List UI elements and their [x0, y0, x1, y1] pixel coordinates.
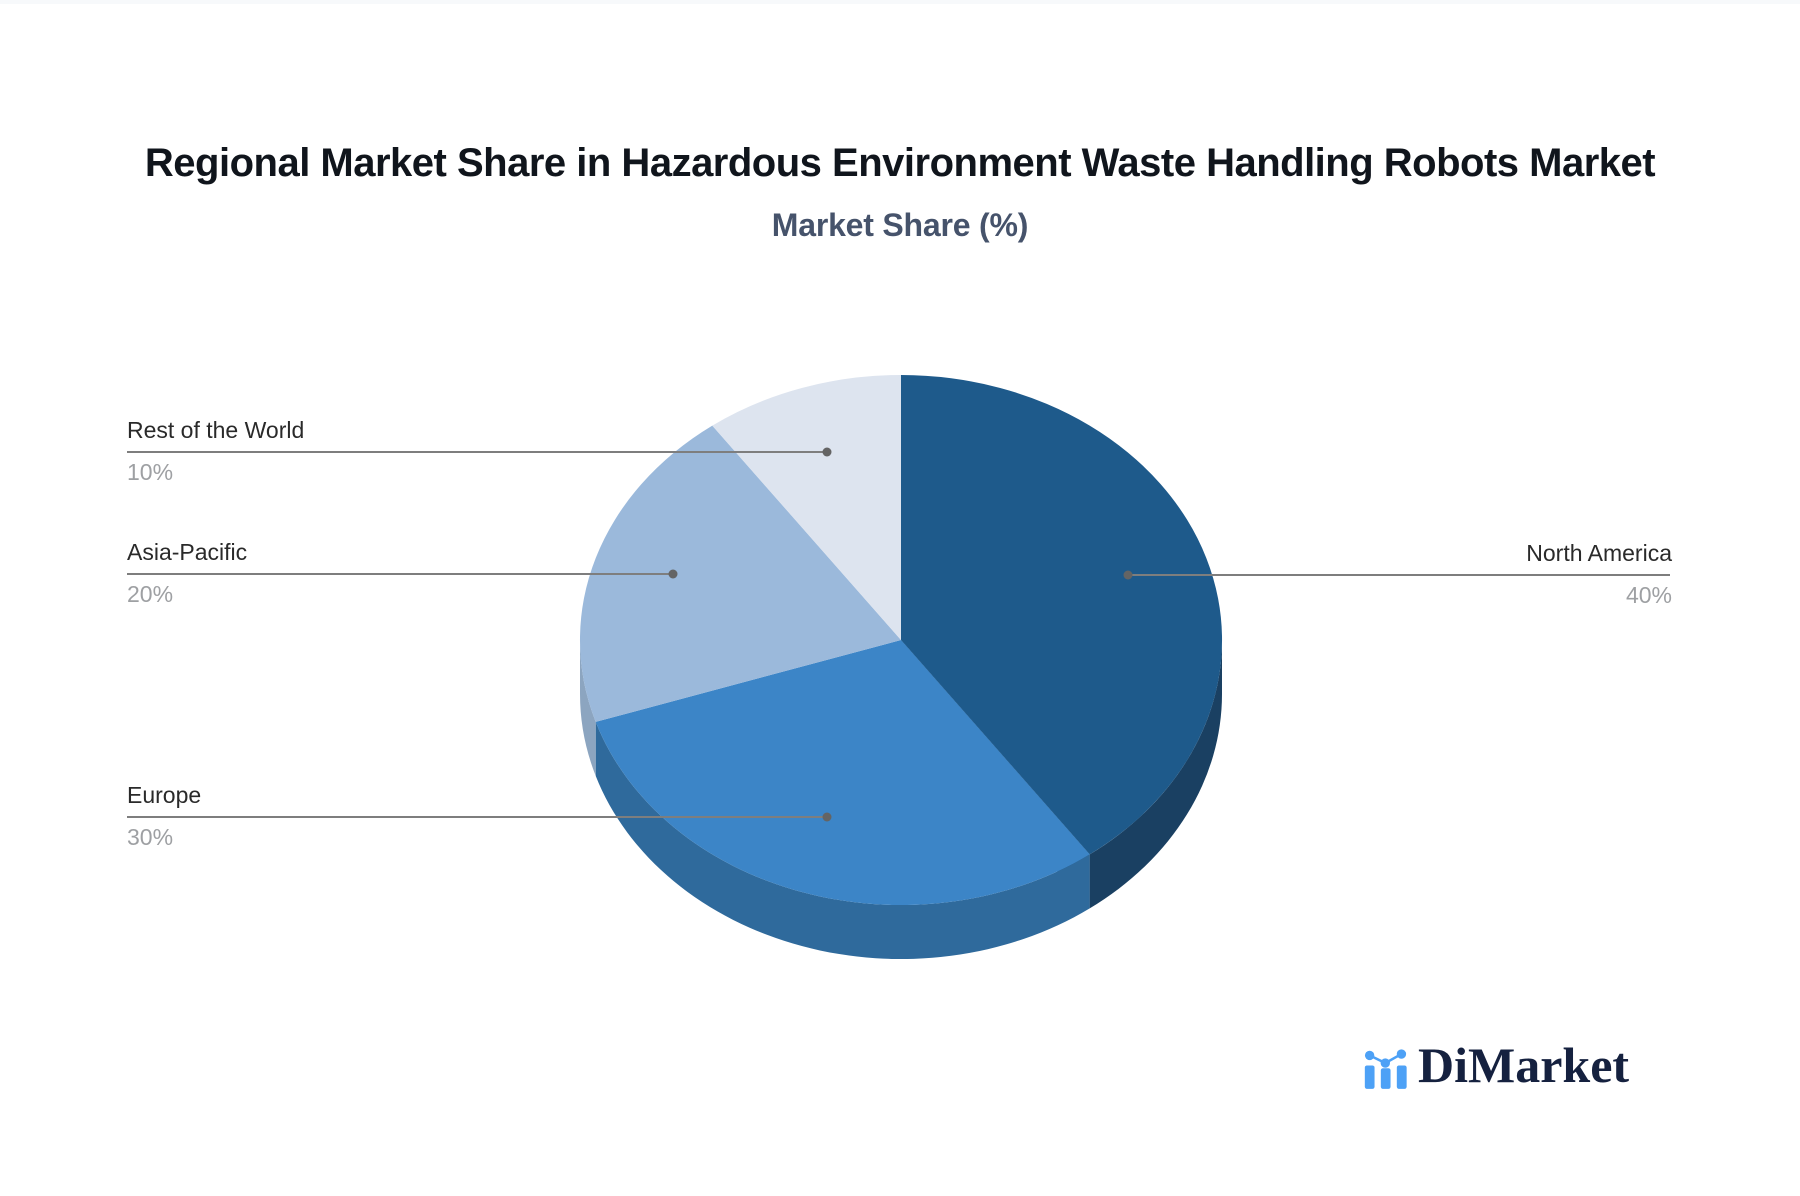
slice-label-rest-of-world: Rest of the World — [127, 417, 305, 443]
callout-dot-rest-of-world — [822, 447, 832, 457]
pie-slice-rest-of-world — [712, 375, 901, 640]
callout-dot-europe — [822, 812, 832, 822]
pie-slice-north-america-rim — [1089, 640, 1222, 909]
slice-value-europe: 30% — [127, 824, 174, 850]
top-edge-strip — [0, 0, 1800, 4]
pie-slice-asia-pacific — [579, 425, 901, 722]
pie-slice-asia-pacific-rim — [580, 640, 596, 776]
chart-subtitle: Market Share (%) — [771, 207, 1029, 243]
slice-label-asia-pacific: Asia-Pacific — [127, 539, 248, 565]
pie-slice-europe-rim — [595, 721, 1090, 960]
slice-value-north-america: 40% — [1625, 582, 1672, 608]
pie-slice-north-america — [901, 375, 1223, 855]
callout-lines — [127, 451, 1670, 818]
dimarket-logo: DiMarket — [1362, 1040, 1629, 1090]
slice-value-asia-pacific: 20% — [127, 581, 174, 607]
callout-dots — [668, 447, 1133, 822]
slice-value-rest-of-world: 10% — [127, 459, 174, 485]
callout-dot-north-america — [1123, 570, 1133, 580]
slice-label-europe: Europe — [127, 782, 202, 808]
callout-dot-asia-pacific — [668, 569, 678, 579]
logo-wordmark: DiMarket — [1418, 1037, 1630, 1093]
chart-title: Regional Market Share in Hazardous Envir… — [144, 141, 1656, 185]
bar-chart-logo-icon — [1364, 1049, 1407, 1089]
pie-slice-europe — [595, 640, 1090, 906]
slice-label-north-america: North America — [1526, 540, 1672, 566]
